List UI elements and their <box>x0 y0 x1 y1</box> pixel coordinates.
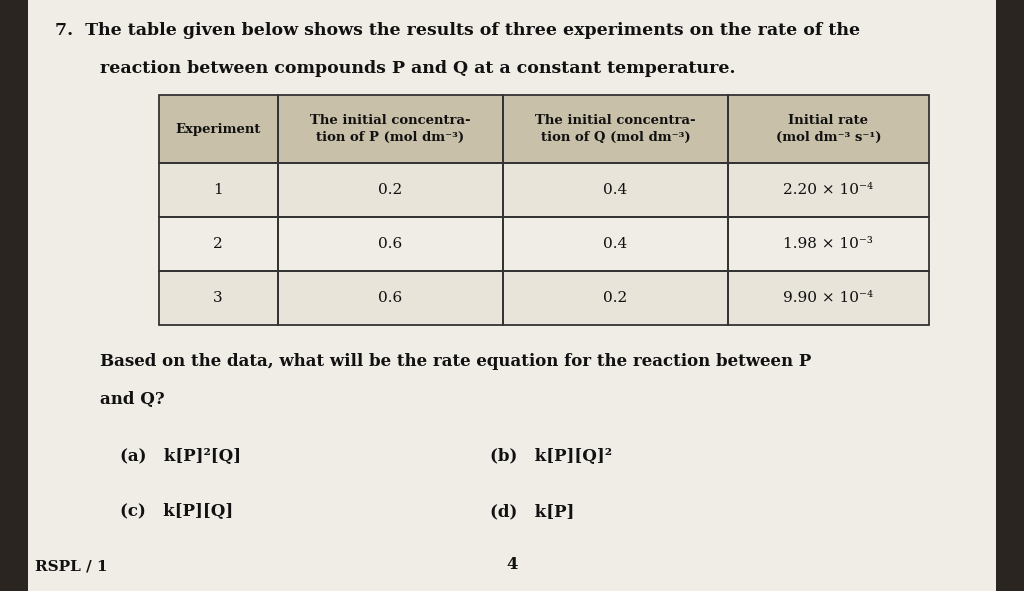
Bar <box>503 271 728 325</box>
Bar <box>728 95 929 163</box>
Bar <box>728 163 929 217</box>
Text: (a)   k[P]²[Q]: (a) k[P]²[Q] <box>120 448 241 465</box>
Text: 4: 4 <box>506 556 518 573</box>
Bar <box>0 0 28 591</box>
Bar <box>159 95 278 163</box>
Text: reaction between compounds P and Q at a constant temperature.: reaction between compounds P and Q at a … <box>100 60 735 77</box>
Text: 0.2: 0.2 <box>603 291 628 305</box>
Bar <box>503 217 728 271</box>
Bar <box>159 217 278 271</box>
Bar <box>159 217 278 271</box>
Bar <box>503 271 728 325</box>
Text: 0.2: 0.2 <box>378 183 402 197</box>
Text: 1: 1 <box>213 183 223 197</box>
Bar <box>278 217 503 271</box>
Bar <box>728 217 929 271</box>
Bar <box>278 271 503 325</box>
Text: 7.  The table given below shows the results of three experiments on the rate of : 7. The table given below shows the resul… <box>55 22 860 39</box>
Text: 1.98 × 10⁻³: 1.98 × 10⁻³ <box>783 237 873 251</box>
Bar <box>728 163 929 217</box>
Bar <box>503 163 728 217</box>
Bar <box>728 271 929 325</box>
Bar <box>728 217 929 271</box>
Bar <box>278 217 503 271</box>
Text: 0.6: 0.6 <box>378 237 402 251</box>
Bar <box>278 95 503 163</box>
Text: 0.6: 0.6 <box>378 291 402 305</box>
Bar <box>278 163 503 217</box>
Bar <box>728 95 929 163</box>
Bar <box>728 271 929 325</box>
Bar <box>503 95 728 163</box>
Text: 0.4: 0.4 <box>603 183 628 197</box>
Bar <box>503 95 728 163</box>
Text: The initial concentra-
tion of Q (mol dm⁻³): The initial concentra- tion of Q (mol dm… <box>536 115 695 144</box>
Bar <box>996 0 1024 591</box>
Bar <box>278 95 503 163</box>
Text: 9.90 × 10⁻⁴: 9.90 × 10⁻⁴ <box>783 291 873 305</box>
Bar <box>503 163 728 217</box>
Bar <box>278 271 503 325</box>
Text: 3: 3 <box>213 291 223 305</box>
Text: 2: 2 <box>213 237 223 251</box>
Bar <box>159 95 278 163</box>
Text: Experiment: Experiment <box>175 122 261 135</box>
Text: 0.4: 0.4 <box>603 237 628 251</box>
Text: RSPL / 1: RSPL / 1 <box>35 559 108 573</box>
Text: Based on the data, what will be the rate equation for the reaction between P: Based on the data, what will be the rate… <box>100 353 811 370</box>
Text: 2.20 × 10⁻⁴: 2.20 × 10⁻⁴ <box>783 183 873 197</box>
Text: (c)   k[P][Q]: (c) k[P][Q] <box>120 503 233 520</box>
Bar <box>159 163 278 217</box>
Text: and Q?: and Q? <box>100 391 165 408</box>
Bar <box>159 163 278 217</box>
Bar <box>503 217 728 271</box>
Text: (b)   k[P][Q]²: (b) k[P][Q]² <box>490 448 612 465</box>
Bar <box>159 271 278 325</box>
Bar <box>278 163 503 217</box>
Text: (d)   k[P]: (d) k[P] <box>490 503 574 520</box>
Text: The initial concentra-
tion of P (mol dm⁻³): The initial concentra- tion of P (mol dm… <box>310 115 470 144</box>
Bar <box>159 271 278 325</box>
Text: Initial rate
(mol dm⁻³ s⁻¹): Initial rate (mol dm⁻³ s⁻¹) <box>775 115 882 144</box>
